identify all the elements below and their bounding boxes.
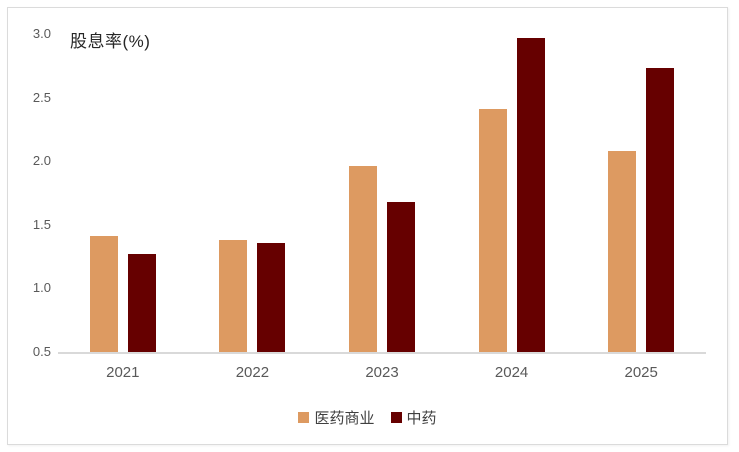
bar-2023-series2	[387, 201, 415, 352]
y-tick-label: 2.5	[32, 89, 51, 105]
bar-2023-series1	[349, 166, 377, 352]
chart-title: 股息率(%)	[70, 32, 151, 51]
bar-2021-series1	[89, 236, 118, 352]
legend-swatch	[298, 412, 310, 423]
bar-2025-series1	[608, 151, 637, 352]
legend-swatch	[390, 412, 402, 423]
bar-2024-series2	[516, 37, 545, 352]
x-tick-label: 2021	[106, 364, 140, 381]
bar-group-2024	[478, 34, 545, 352]
y-tick-label: 2.0	[32, 153, 51, 169]
bar-2022-series1	[219, 240, 248, 352]
bar-2024-series1	[478, 109, 507, 352]
bar-group-2023	[349, 34, 415, 352]
bar-group-2025	[608, 34, 675, 352]
x-axis: 2021 2022 2023 2024 2025	[58, 364, 706, 384]
x-tick-label: 2024	[494, 364, 529, 381]
bar-2021-series2	[127, 254, 156, 352]
x-tick-label: 2025	[624, 364, 658, 381]
x-tick-label: 2022	[235, 364, 270, 381]
bar-group-2021	[89, 34, 156, 352]
y-tick-label: 3.0	[32, 26, 51, 41]
bar-2022-series2	[257, 242, 286, 352]
y-tick-label: 1.0	[32, 280, 51, 296]
legend: 医药商业 中药	[8, 407, 727, 428]
legend-item: 中药	[390, 407, 437, 428]
legend-label: 中药	[406, 410, 437, 427]
bar-group-2022	[219, 34, 286, 352]
legend-label: 医药商业	[314, 410, 375, 427]
y-tick-label: 0.5	[32, 344, 51, 359]
chart-frame: 股息率(%) 3.0 2.5 2.0 1.5 1.0 0.5 2021 2022 2023 20…	[7, 7, 728, 445]
x-tick-label: 2023	[365, 364, 399, 381]
plot-area	[58, 34, 706, 354]
bar-2025-series2	[646, 68, 675, 352]
y-tick-label: 1.5	[32, 216, 51, 232]
legend-item: 医药商业	[298, 407, 375, 428]
